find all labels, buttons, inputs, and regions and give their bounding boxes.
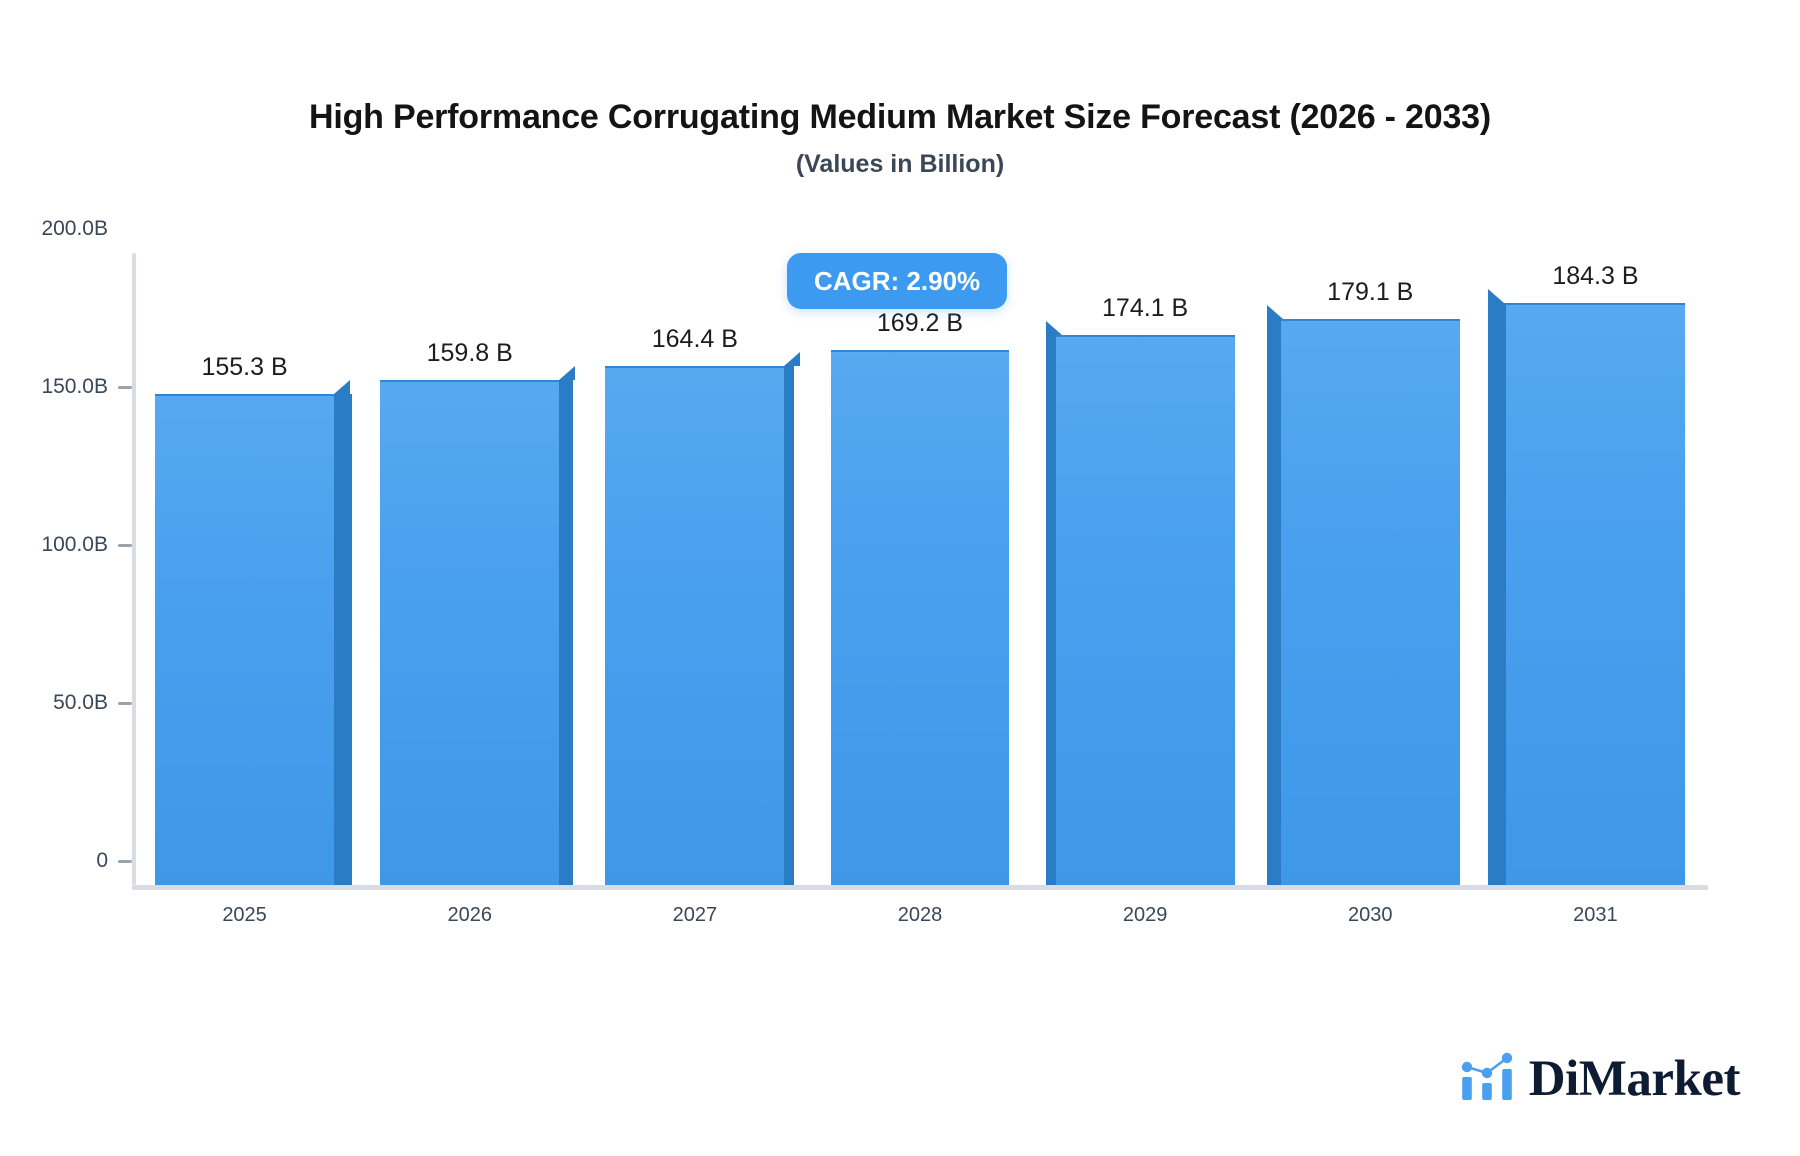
- bar-face: [1505, 302, 1685, 885]
- bar-2025[interactable]: 155.3 B: [155, 353, 353, 885]
- chart-title: High Performance Corrugating Medium Mark…: [308, 98, 1491, 136]
- logo-text: DiMarket: [1528, 1051, 1741, 1107]
- bar-2030[interactable]: 179.1 B: [1266, 278, 1460, 885]
- x-tick-label: 2028: [897, 904, 943, 926]
- bar-face: [830, 350, 1010, 885]
- y-tick: 100.0B: [41, 533, 132, 557]
- bar-value-label: 169.2 B: [876, 309, 964, 338]
- x-tick-label: 2027: [672, 904, 718, 926]
- cagr-badge: CAGR: 2.90%: [787, 253, 1008, 309]
- bar-face: [155, 394, 335, 885]
- bar-face: [1280, 319, 1460, 885]
- y-tick-label: 50.0B: [53, 691, 108, 714]
- bar-2026[interactable]: 159.8 B: [380, 339, 576, 885]
- y-tick-label: 100.0B: [41, 533, 108, 556]
- bar-side-face: [784, 351, 801, 885]
- x-axis-line: [132, 885, 1708, 890]
- y-tick-mark: [118, 385, 132, 389]
- bar-2028[interactable]: 169.2 B: [830, 309, 1010, 885]
- bar-side-face: [559, 366, 576, 885]
- dimarket-logo: DiMarket: [1460, 1051, 1741, 1108]
- bar-chart-icon: [1460, 1051, 1516, 1108]
- y-axis-line: [132, 253, 136, 885]
- y-tick: 200.0B: [41, 217, 132, 241]
- bar-side-face: [334, 380, 353, 885]
- bar-value-label: 174.1 B: [1102, 293, 1189, 322]
- bar-face: [1055, 334, 1235, 885]
- bar-2027[interactable]: 164.4 B: [605, 325, 801, 885]
- y-tick-label: 200.0B: [41, 217, 108, 240]
- y-tick: 150.0B: [41, 375, 132, 399]
- x-tick-label: 2025: [222, 904, 267, 926]
- bar-2031[interactable]: 184.3 B: [1487, 262, 1685, 885]
- bar-side-face: [1487, 288, 1506, 885]
- bar-face: [605, 365, 785, 885]
- bar-value-label: 164.4 B: [651, 324, 738, 353]
- bar-face: [380, 380, 560, 885]
- bar-value-label: 159.8 B: [426, 339, 513, 368]
- bar-2029[interactable]: 174.1 B: [1045, 294, 1235, 885]
- y-tick-mark: [118, 701, 132, 705]
- bar-value-label: 184.3 B: [1552, 261, 1639, 290]
- bar-value-label: 179.1 B: [1327, 278, 1414, 307]
- y-tick: 0: [96, 849, 132, 873]
- x-tick-label: 2026: [447, 904, 492, 926]
- y-tick-mark: [118, 859, 132, 863]
- chart-subtitle: (Values in Billion): [795, 150, 1005, 178]
- y-tick-label: 150.0B: [41, 375, 108, 398]
- plot-area: 0 50.0B 100.0B 150.0B 200.0B 155.3 B 159.8 B 1…: [41, 217, 1708, 885]
- y-tick: 50.0B: [53, 691, 132, 715]
- bar-value-label: 155.3 B: [201, 353, 288, 382]
- bar-side-face: [1045, 320, 1062, 885]
- x-tick-label: 2031: [1573, 904, 1618, 926]
- y-tick-label: 0: [96, 849, 108, 872]
- x-tick-label: 2029: [1122, 904, 1168, 926]
- x-tick-label: 2030: [1348, 904, 1393, 926]
- bar-side-face: [1266, 305, 1283, 885]
- y-tick-mark: [118, 543, 132, 547]
